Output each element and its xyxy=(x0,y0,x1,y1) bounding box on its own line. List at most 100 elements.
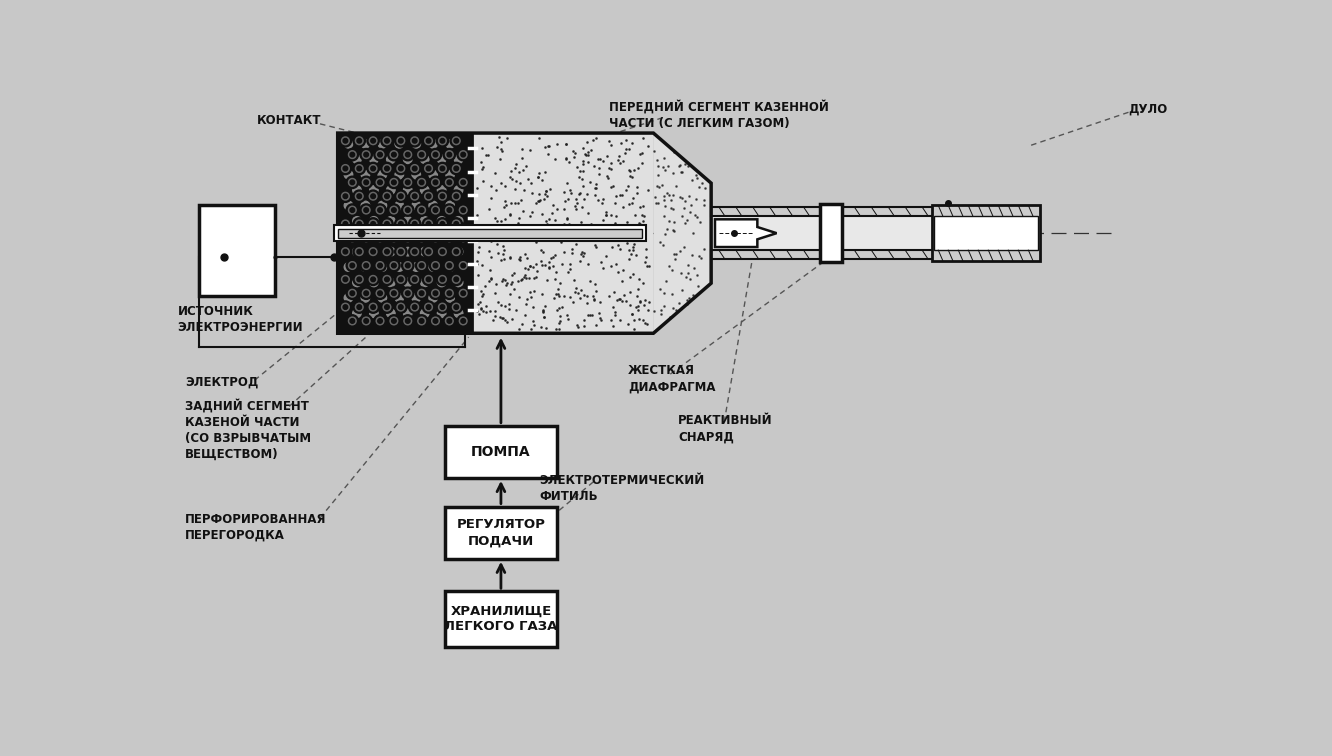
Circle shape xyxy=(404,290,412,297)
Circle shape xyxy=(409,137,424,150)
Circle shape xyxy=(349,178,356,186)
Bar xyxy=(932,206,1040,261)
Circle shape xyxy=(429,314,442,327)
Circle shape xyxy=(378,170,386,179)
Circle shape xyxy=(374,148,386,161)
Circle shape xyxy=(360,204,373,216)
Circle shape xyxy=(405,318,410,324)
Circle shape xyxy=(409,168,424,181)
Circle shape xyxy=(437,163,449,175)
Circle shape xyxy=(394,135,408,147)
Text: ПЕРФОРИРОВАННАЯ
ПЕРЕГОРОДКА: ПЕРФОРИРОВАННАЯ ПЕРЕГОРОДКА xyxy=(185,513,326,542)
Circle shape xyxy=(340,301,352,313)
Circle shape xyxy=(394,190,408,203)
Circle shape xyxy=(394,273,408,286)
Circle shape xyxy=(370,277,376,282)
Circle shape xyxy=(450,163,462,175)
Circle shape xyxy=(381,246,393,258)
Circle shape xyxy=(444,199,457,212)
Circle shape xyxy=(444,231,456,244)
Circle shape xyxy=(344,166,348,171)
Circle shape xyxy=(429,293,437,302)
Circle shape xyxy=(409,190,421,203)
Circle shape xyxy=(437,246,449,258)
Circle shape xyxy=(398,194,404,199)
Circle shape xyxy=(404,247,412,256)
Bar xyxy=(198,205,274,296)
Circle shape xyxy=(357,305,361,309)
Circle shape xyxy=(409,199,424,212)
Circle shape xyxy=(356,275,364,284)
Circle shape xyxy=(426,137,440,150)
Circle shape xyxy=(432,262,440,269)
Circle shape xyxy=(418,245,432,259)
Circle shape xyxy=(453,303,460,311)
Circle shape xyxy=(360,287,373,299)
Circle shape xyxy=(444,287,456,299)
Circle shape xyxy=(460,262,468,269)
Circle shape xyxy=(384,137,390,144)
Circle shape xyxy=(454,217,462,225)
Circle shape xyxy=(357,138,361,143)
Circle shape xyxy=(396,170,404,179)
Circle shape xyxy=(401,306,414,321)
Circle shape xyxy=(384,192,390,200)
Circle shape xyxy=(402,176,414,188)
Circle shape xyxy=(409,135,421,147)
Circle shape xyxy=(432,150,440,159)
Circle shape xyxy=(397,220,405,228)
Circle shape xyxy=(425,137,433,144)
Circle shape xyxy=(432,290,440,297)
Circle shape xyxy=(445,178,453,186)
Circle shape xyxy=(384,214,398,228)
Circle shape xyxy=(409,229,424,243)
Circle shape xyxy=(398,249,404,254)
Circle shape xyxy=(378,318,382,324)
Circle shape xyxy=(426,168,440,181)
Circle shape xyxy=(450,135,462,147)
Circle shape xyxy=(461,291,465,296)
Circle shape xyxy=(444,137,457,150)
Circle shape xyxy=(445,290,453,297)
Circle shape xyxy=(416,259,428,271)
Circle shape xyxy=(394,163,408,175)
Circle shape xyxy=(384,165,390,172)
Circle shape xyxy=(460,290,468,297)
Circle shape xyxy=(438,303,446,311)
Circle shape xyxy=(413,222,417,226)
Circle shape xyxy=(349,150,356,159)
Circle shape xyxy=(370,222,376,226)
Circle shape xyxy=(453,220,460,228)
Bar xyxy=(338,133,473,333)
Circle shape xyxy=(444,204,456,216)
Circle shape xyxy=(429,176,442,188)
Circle shape xyxy=(401,152,414,166)
Circle shape xyxy=(390,178,398,186)
Circle shape xyxy=(346,176,358,188)
Circle shape xyxy=(398,277,404,282)
Circle shape xyxy=(453,248,460,256)
Circle shape xyxy=(418,275,432,290)
Circle shape xyxy=(390,262,398,269)
Circle shape xyxy=(438,165,446,172)
Circle shape xyxy=(390,317,398,325)
Circle shape xyxy=(386,217,396,225)
Circle shape xyxy=(366,135,380,147)
Circle shape xyxy=(440,166,445,171)
Circle shape xyxy=(402,287,414,299)
Circle shape xyxy=(409,291,424,305)
Circle shape xyxy=(457,204,469,216)
Circle shape xyxy=(422,190,434,203)
Circle shape xyxy=(349,290,356,297)
Circle shape xyxy=(454,278,462,287)
Circle shape xyxy=(448,263,452,268)
Circle shape xyxy=(438,220,446,228)
Circle shape xyxy=(396,263,404,271)
Circle shape xyxy=(350,235,354,240)
Circle shape xyxy=(370,247,378,256)
Circle shape xyxy=(358,137,373,150)
Circle shape xyxy=(437,309,446,318)
Circle shape xyxy=(409,163,421,175)
Circle shape xyxy=(418,214,432,228)
Circle shape xyxy=(426,166,430,171)
